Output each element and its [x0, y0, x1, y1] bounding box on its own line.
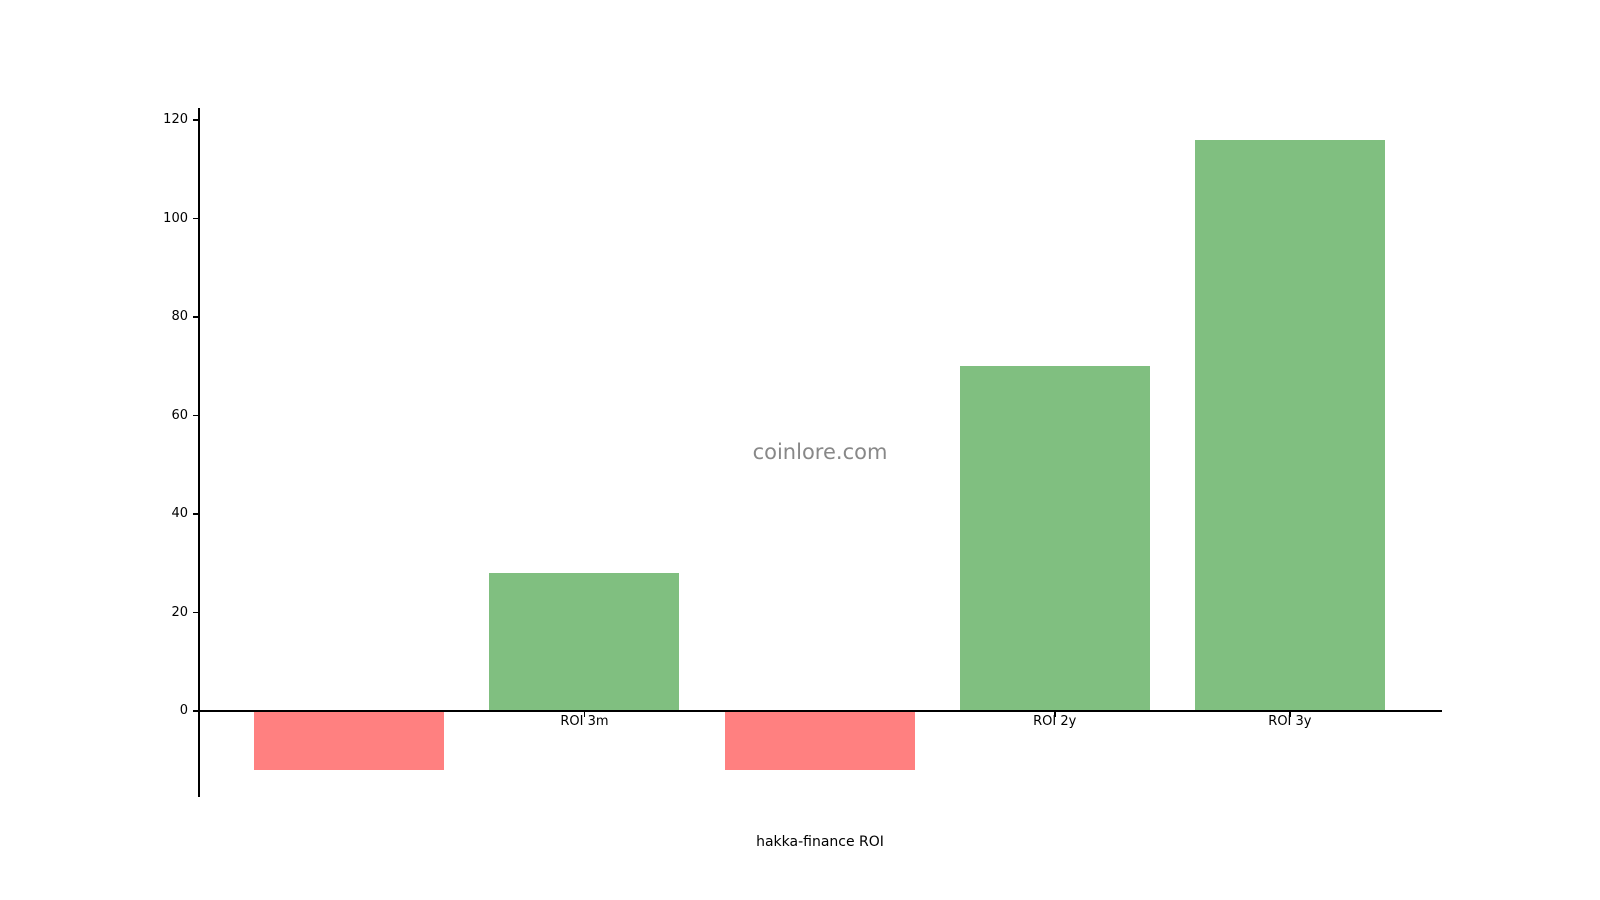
bar-roi-3y	[1194, 139, 1385, 711]
x-tick-mark	[1054, 711, 1056, 717]
y-tick-mark	[193, 316, 199, 318]
y-tick-label: 60	[171, 407, 188, 423]
y-tick-label: 120	[163, 112, 188, 127]
x-axis-line	[193, 710, 1442, 712]
y-tick-label: 0	[179, 703, 188, 718]
watermark: coinlore.com	[752, 440, 888, 464]
x-tick-label: ROI 3m	[560, 714, 609, 729]
y-tick-label: 40	[171, 506, 188, 521]
bar-negative-2	[724, 711, 915, 771]
y-tick-mark	[193, 119, 199, 121]
y-tick-mark	[193, 513, 199, 515]
x-tick-label: ROI 3y	[1268, 714, 1312, 729]
chart-title: hakka-finance ROI	[756, 834, 884, 850]
bar-roi-3m	[489, 573, 680, 711]
y-tick-mark	[193, 414, 199, 417]
bar-negative-0	[254, 711, 445, 771]
bar-roi-2y	[959, 366, 1150, 711]
y-tick-mark	[193, 611, 199, 614]
y-tick-label: 80	[171, 309, 188, 324]
x-tick-mark	[583, 711, 586, 717]
y-axis-line	[198, 108, 200, 797]
y-tick-mark	[193, 217, 199, 220]
x-tick-label: ROI 2y	[1033, 714, 1077, 729]
y-tick-label: 20	[171, 604, 188, 620]
x-tick-mark	[1289, 711, 1291, 717]
y-tick-label: 100	[163, 210, 188, 226]
